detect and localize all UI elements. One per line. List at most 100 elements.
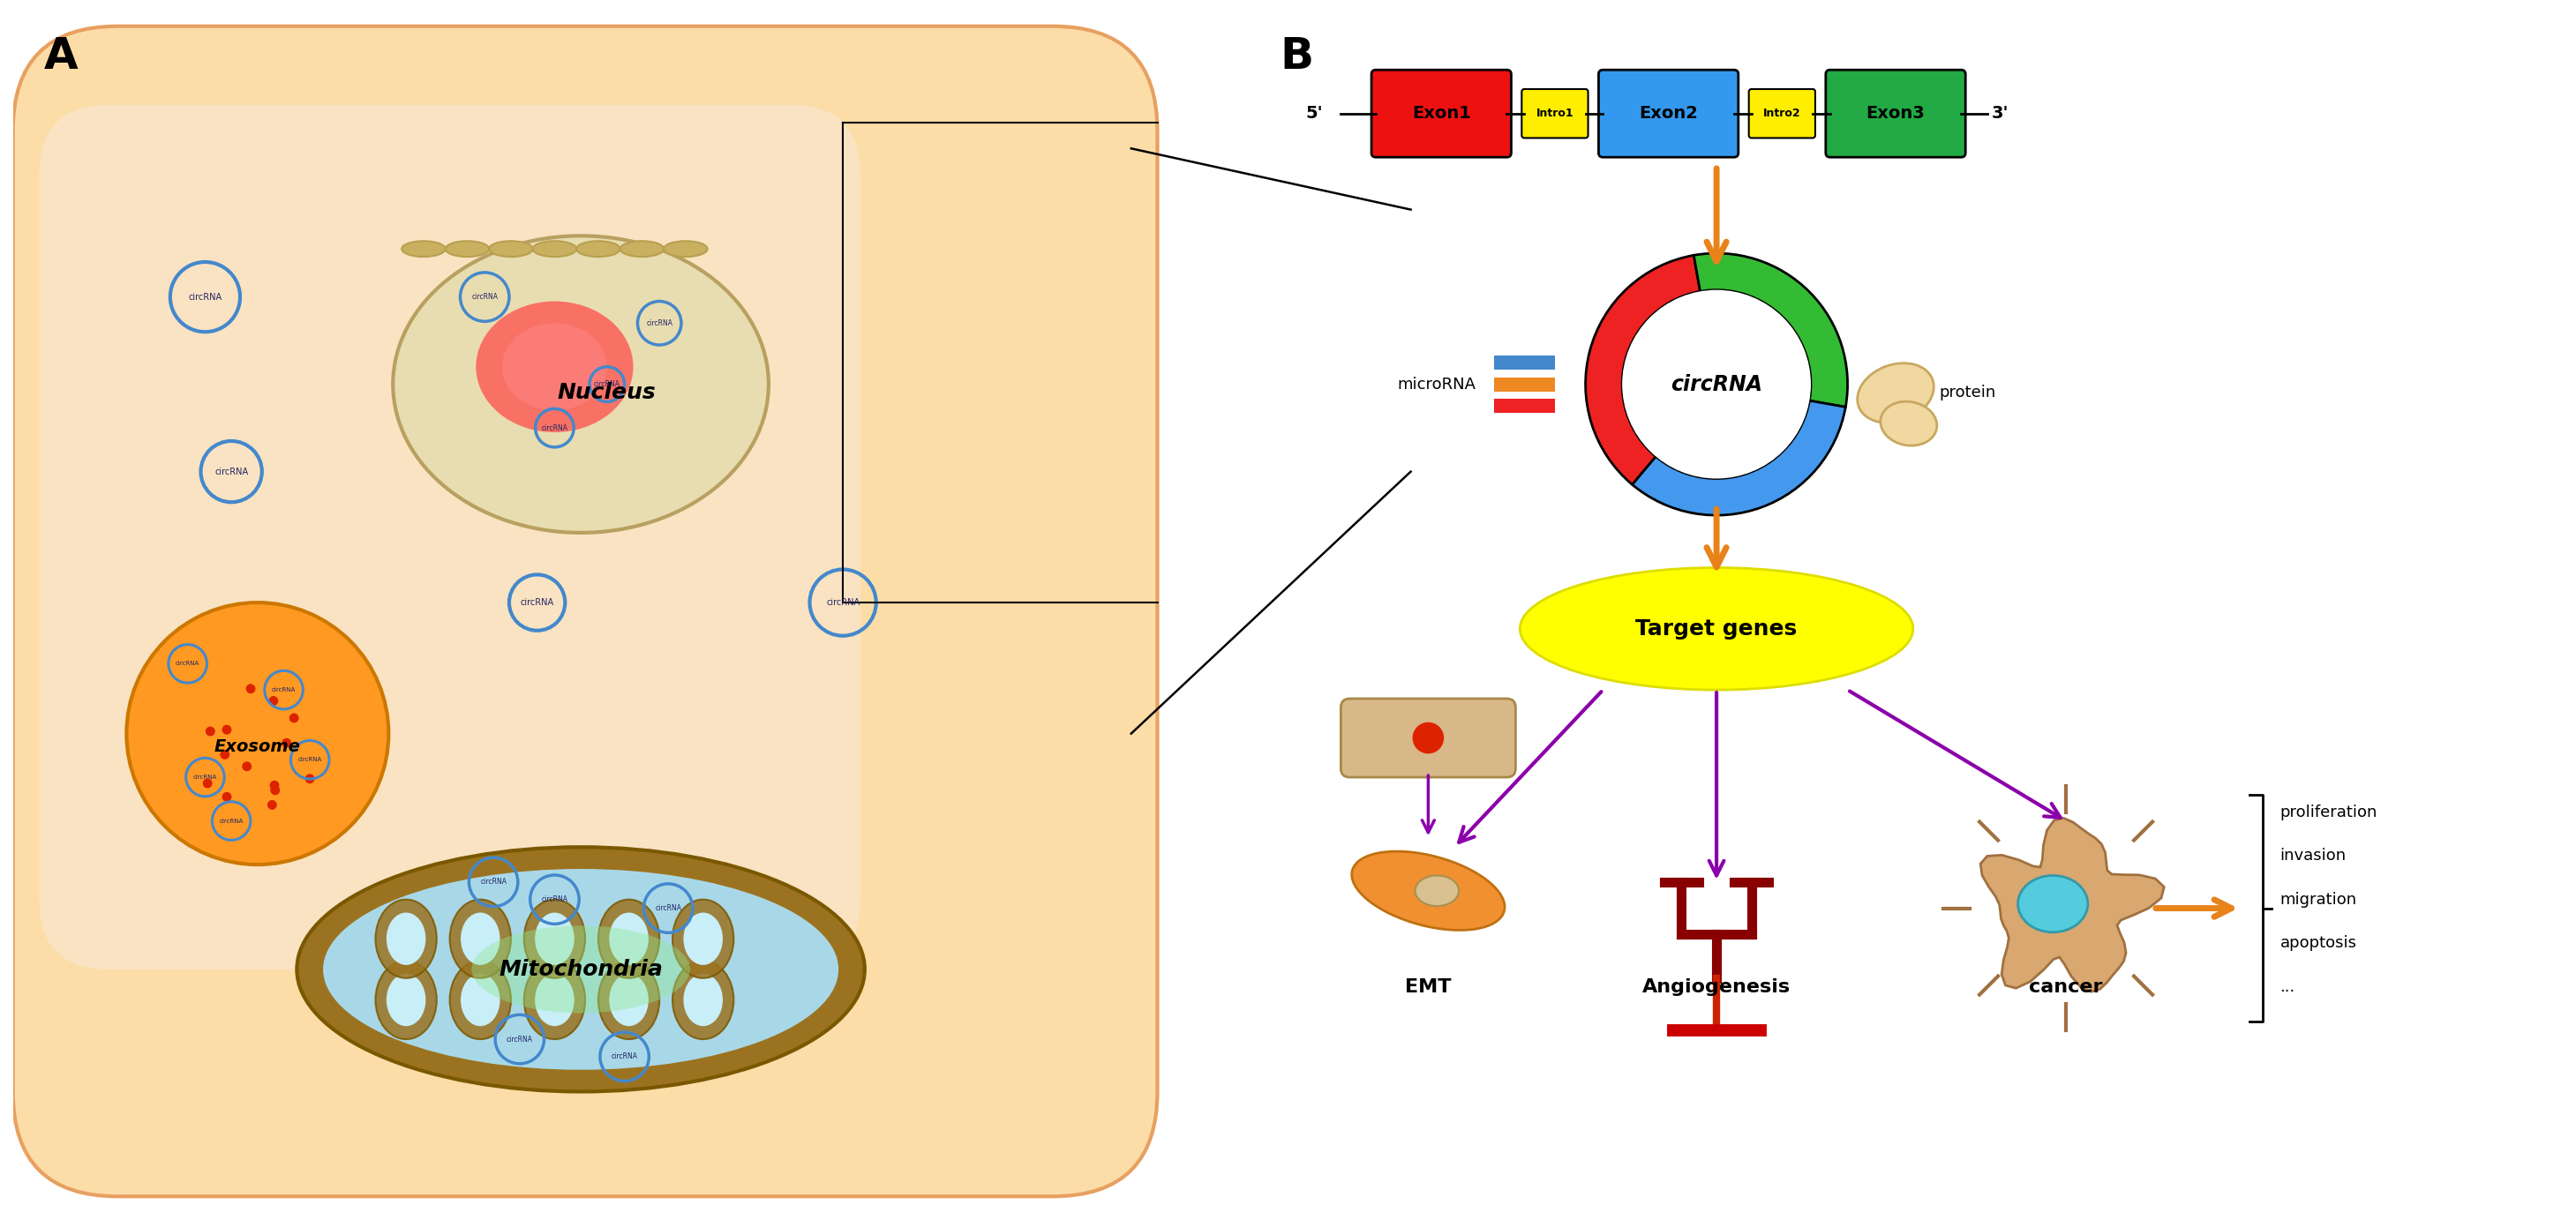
Ellipse shape: [296, 847, 866, 1092]
Text: circRNA: circRNA: [611, 1053, 639, 1060]
Wedge shape: [1584, 255, 1700, 484]
Text: migration: migration: [2280, 892, 2357, 908]
Circle shape: [289, 714, 299, 723]
Text: circRNA: circRNA: [193, 775, 216, 780]
Text: circRNA: circRNA: [471, 293, 497, 301]
Ellipse shape: [608, 974, 649, 1026]
Ellipse shape: [683, 913, 724, 965]
Text: circRNA: circRNA: [188, 293, 222, 301]
Ellipse shape: [451, 899, 510, 978]
Ellipse shape: [672, 899, 734, 978]
Text: B: B: [1280, 35, 1314, 77]
Ellipse shape: [461, 913, 500, 965]
Text: ...: ...: [2280, 978, 2295, 994]
Ellipse shape: [598, 899, 659, 978]
Ellipse shape: [461, 974, 500, 1026]
Circle shape: [245, 684, 255, 693]
Text: Target genes: Target genes: [1636, 619, 1798, 639]
Text: apoptosis: apoptosis: [2280, 936, 2357, 952]
Polygon shape: [1981, 819, 2164, 992]
Ellipse shape: [621, 242, 665, 256]
Ellipse shape: [533, 242, 577, 256]
Text: circRNA: circRNA: [592, 381, 621, 388]
Text: A: A: [44, 35, 77, 77]
Ellipse shape: [665, 242, 708, 256]
Text: Nucleus: Nucleus: [556, 382, 657, 404]
Text: circRNA: circRNA: [299, 758, 322, 762]
Ellipse shape: [1520, 567, 1914, 689]
FancyBboxPatch shape: [39, 105, 860, 970]
Text: cancer: cancer: [2030, 978, 2102, 996]
Ellipse shape: [502, 323, 608, 410]
Text: circRNA: circRNA: [520, 598, 554, 608]
Circle shape: [304, 773, 314, 783]
Ellipse shape: [536, 913, 574, 965]
FancyBboxPatch shape: [1749, 89, 1816, 138]
Text: circRNA: circRNA: [827, 598, 860, 608]
Text: proliferation: proliferation: [2280, 804, 2378, 820]
Ellipse shape: [322, 869, 840, 1070]
Wedge shape: [1633, 400, 1844, 515]
Text: Intro2: Intro2: [1762, 107, 1801, 120]
Ellipse shape: [536, 974, 574, 1026]
Ellipse shape: [1352, 852, 1504, 930]
Text: circRNA: circRNA: [541, 425, 567, 432]
Text: circRNA: circRNA: [214, 467, 247, 476]
Ellipse shape: [608, 913, 649, 965]
Ellipse shape: [477, 301, 634, 432]
Circle shape: [126, 603, 389, 865]
Ellipse shape: [598, 960, 659, 1039]
Circle shape: [1623, 290, 1811, 478]
Bar: [1494, 399, 1556, 414]
Circle shape: [219, 750, 229, 759]
Ellipse shape: [1880, 401, 1937, 445]
Ellipse shape: [2017, 876, 2087, 932]
Ellipse shape: [523, 899, 585, 978]
FancyBboxPatch shape: [1600, 70, 1739, 157]
Text: invasion: invasion: [2280, 848, 2347, 864]
Ellipse shape: [451, 960, 510, 1039]
Text: Exon3: Exon3: [1865, 105, 1924, 122]
Circle shape: [222, 792, 232, 802]
Circle shape: [270, 786, 281, 795]
Ellipse shape: [402, 242, 446, 256]
Bar: [1494, 355, 1556, 370]
Text: protein: protein: [1940, 386, 1996, 401]
Text: 5': 5': [1306, 105, 1324, 122]
Text: 3': 3': [1991, 105, 2009, 122]
Text: circRNA: circRNA: [654, 904, 683, 913]
FancyBboxPatch shape: [13, 26, 1157, 1197]
Text: EMT: EMT: [1404, 978, 1450, 996]
Circle shape: [281, 738, 291, 748]
Circle shape: [268, 800, 276, 810]
Text: circRNA: circRNA: [1672, 373, 1762, 395]
Circle shape: [270, 781, 278, 791]
Ellipse shape: [376, 960, 438, 1039]
Circle shape: [206, 727, 216, 736]
Text: circRNA: circRNA: [270, 687, 296, 693]
Ellipse shape: [471, 926, 690, 1013]
Ellipse shape: [672, 960, 734, 1039]
Circle shape: [1412, 722, 1445, 754]
Text: Exon1: Exon1: [1412, 105, 1471, 122]
Ellipse shape: [394, 235, 768, 533]
FancyBboxPatch shape: [1342, 699, 1515, 777]
Text: circRNA: circRNA: [219, 819, 242, 824]
Ellipse shape: [446, 242, 489, 256]
Ellipse shape: [523, 960, 585, 1039]
Ellipse shape: [386, 974, 425, 1026]
Ellipse shape: [1414, 876, 1458, 906]
Text: microRNA: microRNA: [1399, 376, 1476, 392]
Text: circRNA: circRNA: [507, 1036, 533, 1043]
Ellipse shape: [376, 899, 438, 978]
Text: Exon2: Exon2: [1638, 105, 1698, 122]
Bar: [1494, 377, 1556, 392]
Circle shape: [204, 778, 211, 788]
Wedge shape: [1695, 254, 1847, 407]
Circle shape: [242, 761, 252, 771]
Text: Intro1: Intro1: [1535, 107, 1574, 120]
Ellipse shape: [489, 242, 533, 256]
Text: circRNA: circRNA: [175, 661, 201, 666]
Ellipse shape: [386, 913, 425, 965]
Ellipse shape: [683, 974, 724, 1026]
